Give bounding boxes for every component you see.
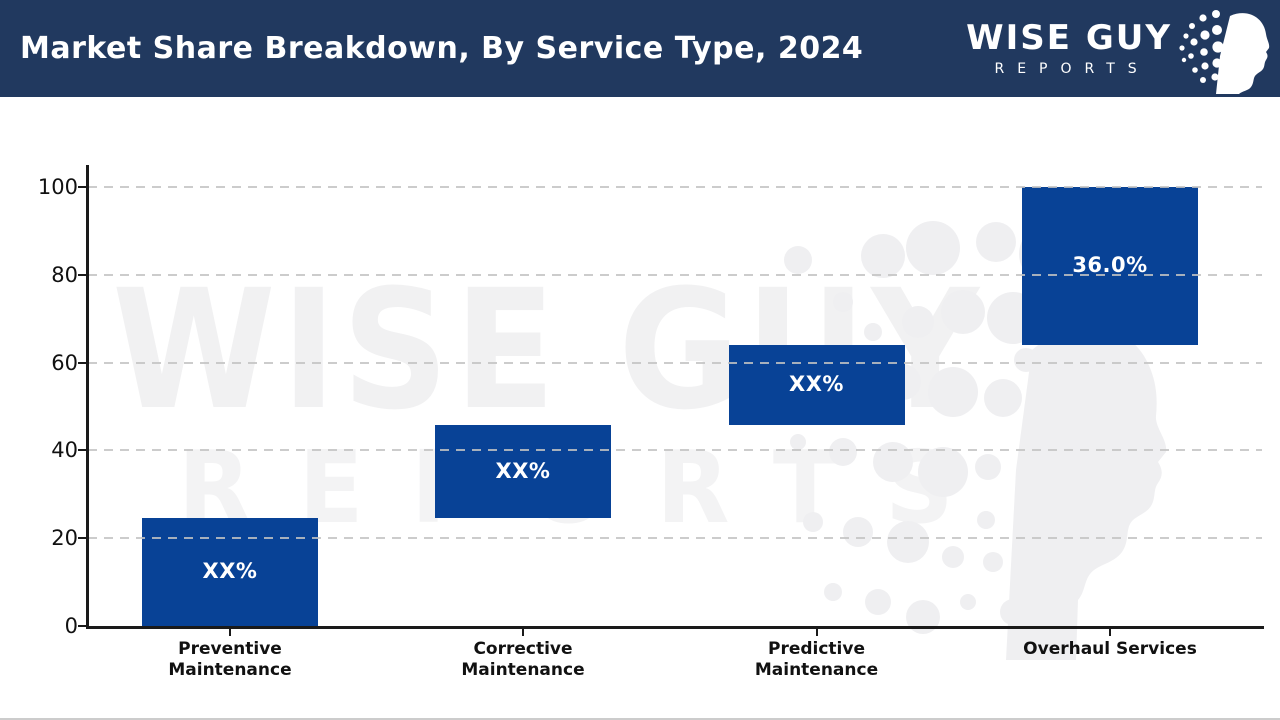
x-tick-mark (229, 628, 231, 636)
logo-face-silhouette (1216, 13, 1270, 94)
y-axis-line (86, 165, 89, 627)
x-category-label: Predictive Maintenance (754, 639, 879, 680)
gridline-y-60 (88, 361, 1262, 364)
logo-dot-cluster (1179, 10, 1224, 83)
y-tick-label: 60 (51, 350, 78, 375)
gridline-y-100 (88, 186, 1262, 188)
y-tick-label: 20 (51, 526, 78, 551)
y-tick-label: 0 (64, 614, 78, 638)
y-tick-mark (78, 625, 88, 627)
logo-reports-label: REPORTS (994, 61, 1150, 77)
logo-text: WISE GUY REPORTS (966, 18, 1172, 77)
y-tick-mark (78, 361, 88, 364)
watermark-face-silhouette (1006, 327, 1167, 660)
bar-corrective-maintenance (435, 425, 611, 519)
x-category-label: Preventive Maintenance (168, 639, 292, 680)
gridline-y-80 (88, 273, 1262, 276)
wise-guy-reports-logo: WISE GUY REPORTS (966, 6, 1270, 94)
watermark-dot-cluster (784, 221, 1116, 634)
y-tick-label: 100 (37, 175, 78, 199)
bar-value-label: XX% (495, 458, 551, 483)
bar-value-label: XX% (789, 372, 844, 397)
watermark-face-dots (784, 221, 1167, 660)
logo-face-icon (1179, 10, 1270, 94)
header-banner: Market Share Breakdown, By Service Type,… (0, 0, 1280, 97)
x-tick-mark (815, 628, 818, 636)
gridline-y-20 (88, 537, 1262, 540)
x-tick-mark (522, 628, 524, 636)
gridline-y-40 (88, 449, 1262, 452)
x-category-label: Overhaul Services (1023, 639, 1197, 659)
y-tick-mark (78, 273, 88, 276)
x-axis-line (86, 626, 1264, 629)
page-title: Market Share Breakdown, By Service Type,… (20, 31, 864, 66)
bar-value-label: XX% (202, 559, 258, 584)
y-tick-mark (78, 537, 88, 540)
y-tick-mark (78, 186, 88, 188)
bar-predictive-maintenance (728, 345, 905, 426)
bar-value-label: 36.0% (1072, 253, 1148, 278)
logo-wiseguy-label: WISE GUY (966, 18, 1172, 58)
y-tick-label: 40 (51, 438, 78, 463)
bar-overhaul-services (1022, 187, 1198, 346)
x-tick-mark (1109, 628, 1111, 636)
y-tick-mark (78, 449, 88, 452)
bar-preventive-maintenance (142, 518, 318, 626)
x-category-label: Corrective Maintenance (461, 639, 585, 680)
y-tick-label: 80 (51, 262, 78, 287)
